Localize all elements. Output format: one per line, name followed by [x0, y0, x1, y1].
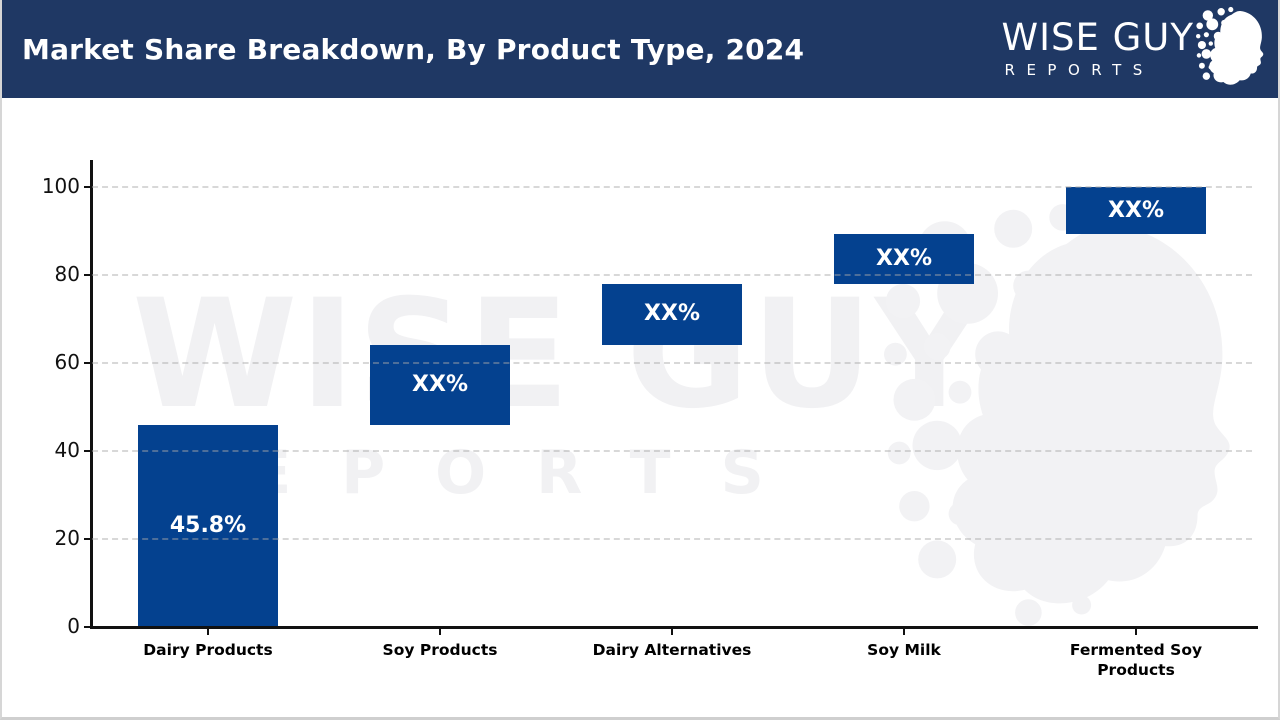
- y-tick-label: 20: [54, 526, 80, 550]
- y-tick-label: 60: [54, 350, 80, 374]
- gridline-60: [92, 362, 1252, 364]
- brand-sub-label: REPORTS: [1004, 60, 1154, 79]
- y-tick-label: 40: [54, 438, 80, 462]
- brand-face-icon: [1196, 6, 1264, 85]
- y-tick: [84, 362, 92, 364]
- y-tick: [84, 538, 92, 540]
- gridline-20: [92, 538, 1252, 540]
- bar-dairy-alternatives: [602, 283, 742, 345]
- bar-dairy-products: [138, 425, 278, 627]
- x-category-label: Dairy Alternatives: [592, 641, 752, 659]
- x-tick: [439, 627, 441, 635]
- y-tick-label: 0: [67, 614, 80, 638]
- bar-value-label: XX%: [1108, 197, 1164, 223]
- x-category-label: Dairy Products: [143, 641, 273, 659]
- watermark-brand-text: WISE GUY: [132, 268, 986, 442]
- y-tick: [84, 274, 92, 276]
- gridline-100: [92, 186, 1252, 188]
- brand-name-label: WISE GUY: [1001, 15, 1194, 59]
- bar-value-label: 45.8%: [169, 513, 247, 539]
- x-category-label: Soy Milk: [867, 641, 941, 659]
- bar-value-label: XX%: [412, 372, 468, 397]
- gridline-80: [92, 274, 1252, 276]
- y-axis-line: [90, 160, 93, 629]
- x-tick: [207, 627, 209, 635]
- report-header: Market Share Breakdown, By Product Type,…: [2, 0, 1278, 98]
- y-tick-label: 100: [41, 174, 80, 198]
- x-tick: [1135, 627, 1137, 635]
- x-category-label: Fermented Soy Products: [1069, 641, 1203, 679]
- bar-value-label: XX%: [876, 245, 932, 271]
- y-tick: [84, 450, 92, 452]
- brand-logo: WISE GUY REPORTS: [1002, 6, 1270, 90]
- x-tick: [903, 627, 905, 635]
- x-category-label: Soy Products: [382, 641, 498, 659]
- bar-soy-products: [370, 344, 510, 426]
- chart-title: Market Share Breakdown, By Product Type,…: [22, 32, 805, 66]
- bar-fermented-soy-products: [1066, 187, 1206, 235]
- gridline-40: [92, 450, 1252, 452]
- y-tick-label: 80: [54, 262, 80, 286]
- bar-soy-milk: [834, 234, 974, 284]
- brand-logo-text: WISE GUY REPORTS: [1001, 15, 1194, 79]
- y-tick: [84, 626, 92, 628]
- x-tick: [671, 627, 673, 635]
- x-axis-line: [90, 626, 1258, 629]
- y-tick: [84, 186, 92, 188]
- bar-value-label: XX%: [644, 301, 700, 327]
